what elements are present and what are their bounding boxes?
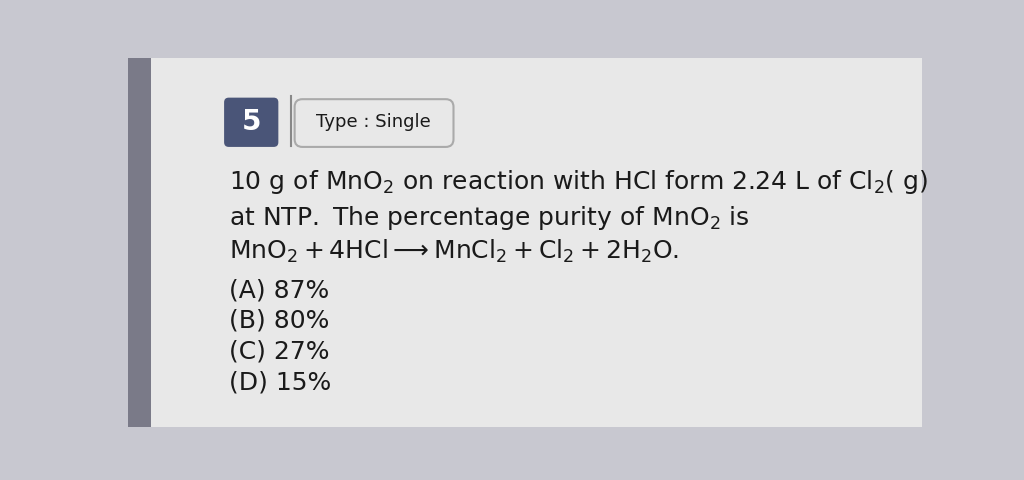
FancyBboxPatch shape	[152, 58, 922, 427]
Text: $\mathregular{10\ g\ of\ MnO_2\ on\ reaction\ with\ HCl\ form\ 2.24\ L\ of\ Cl_2: $\mathregular{10\ g\ of\ MnO_2\ on\ reac…	[228, 168, 928, 196]
Text: (A) 87%: (A) 87%	[228, 278, 329, 302]
FancyBboxPatch shape	[295, 99, 454, 147]
Text: Type : Single: Type : Single	[316, 113, 431, 132]
Text: (D) 15%: (D) 15%	[228, 371, 331, 395]
Text: $\mathregular{at\ NTP.\ The\ percentage\ purity\ of\ MnO_2\ is}$: $\mathregular{at\ NTP.\ The\ percentage\…	[228, 204, 750, 232]
Text: $\mathregular{MnO_2 + 4HCl \longrightarrow MnCl_2 + Cl_2 + 2H_2O.}$: $\mathregular{MnO_2 + 4HCl \longrightarr…	[228, 238, 679, 265]
Text: (C) 27%: (C) 27%	[228, 340, 330, 364]
Text: (B) 80%: (B) 80%	[228, 309, 329, 333]
FancyBboxPatch shape	[224, 97, 279, 147]
Text: 5: 5	[242, 108, 261, 136]
FancyBboxPatch shape	[128, 58, 152, 427]
